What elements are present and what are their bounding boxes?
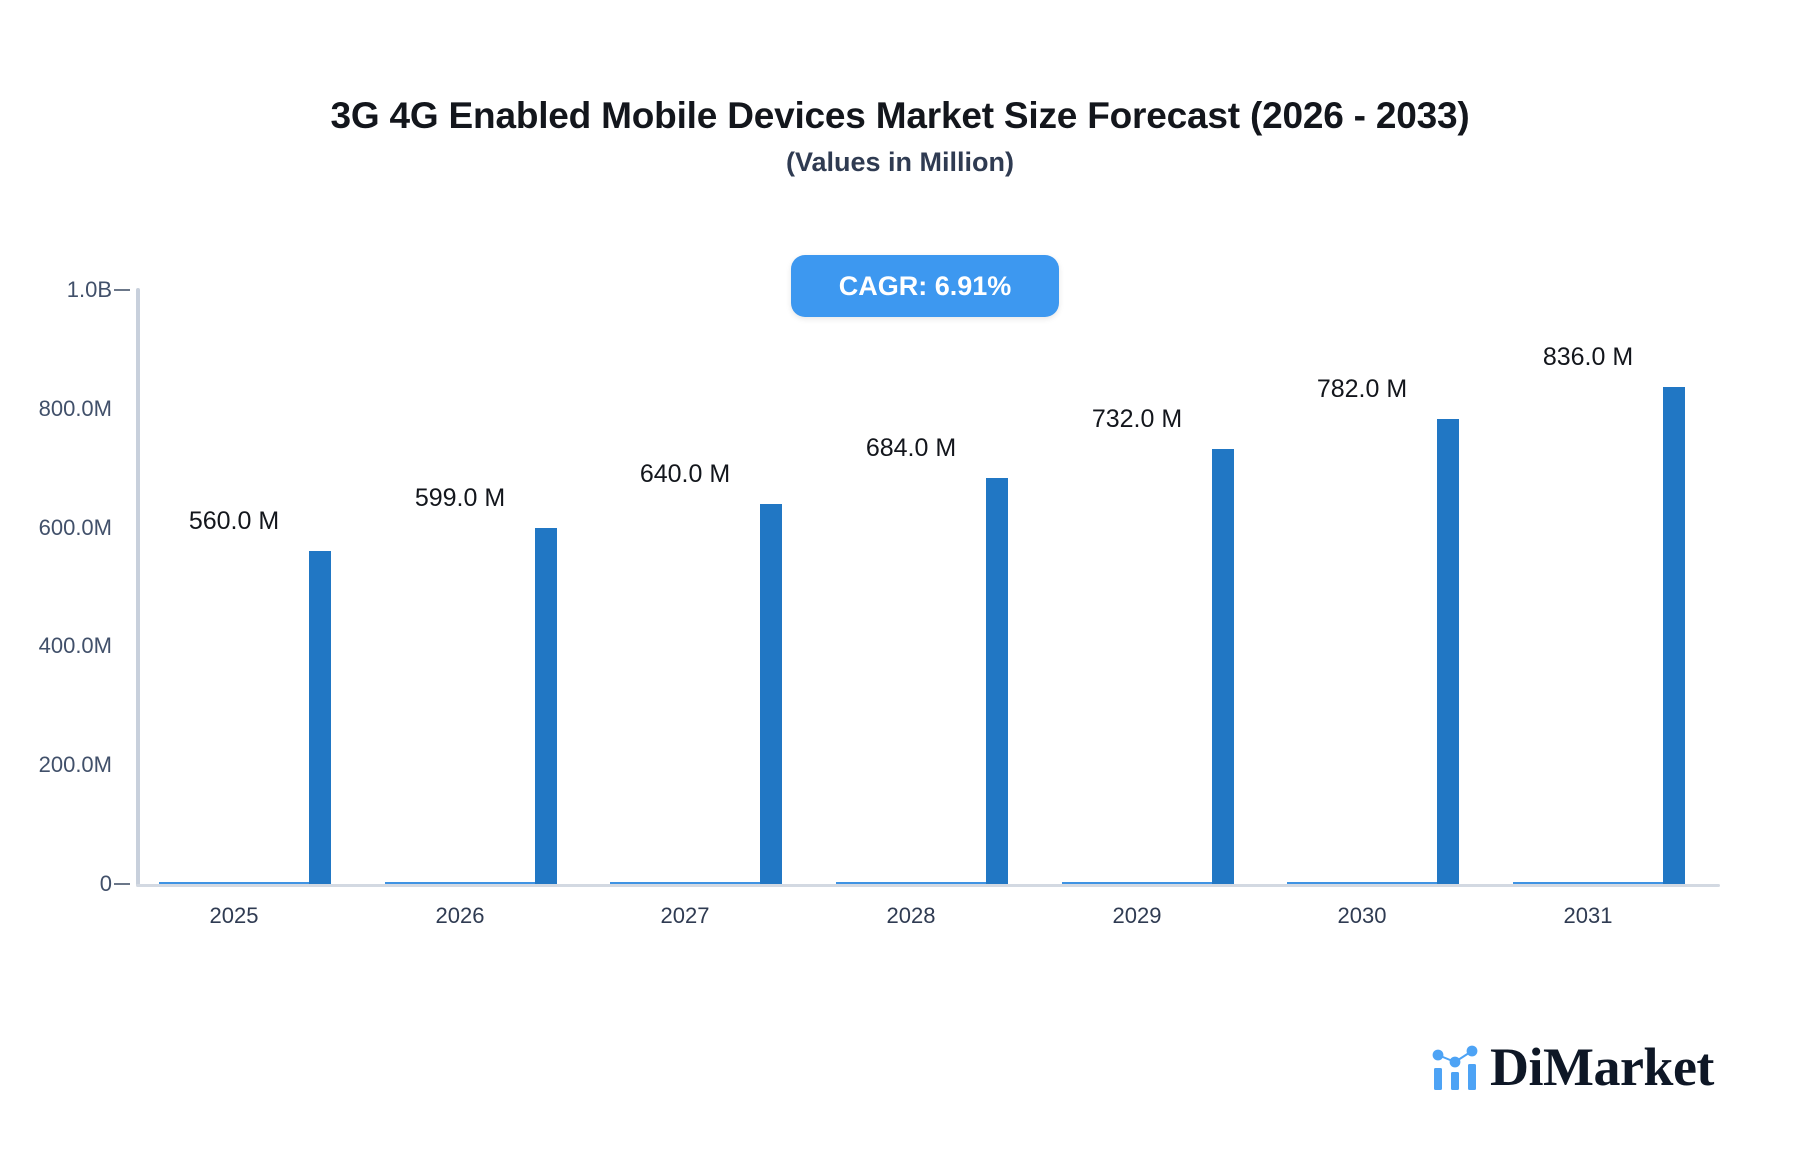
- bar-top-face: [309, 551, 331, 566]
- x-axis-tick-label: 2030: [1337, 903, 1387, 928]
- dimarket-logo: DiMarket: [1432, 1040, 1714, 1094]
- y-axis-tick-label: 200.0M: [38, 752, 112, 778]
- bar-2028[interactable]: [836, 477, 1008, 884]
- bar-front-face: [610, 881, 760, 884]
- y-axis-tick-label: 1.0B: [66, 277, 112, 302]
- bar-value-label: 836.0 M: [1542, 343, 1634, 372]
- bar-top-face: [1437, 419, 1459, 434]
- bar-2027[interactable]: [610, 503, 782, 884]
- logo-text: DiMarket: [1490, 1037, 1714, 1097]
- bar-value-label: 560.0 M: [188, 507, 280, 536]
- x-axis-tick-label: 2029: [1112, 903, 1162, 928]
- bar-2030[interactable]: [1287, 419, 1459, 884]
- bar-value-label: 732.0 M: [1091, 405, 1183, 434]
- bar-2025[interactable]: [159, 551, 331, 884]
- bar-side-face: [1212, 462, 1234, 884]
- bar-value-label: 782.0 M: [1316, 375, 1408, 404]
- bar-2026[interactable]: [385, 528, 557, 884]
- y-axis-labels: 0 200.0M 400.0M 600.0M 800.0M 1.0B: [0, 0, 112, 1156]
- bar-front-face: [1513, 881, 1663, 884]
- bar-side-face: [1437, 432, 1459, 884]
- bar-top-face: [1212, 449, 1234, 464]
- bar-chart-dots-icon: [1432, 1045, 1478, 1090]
- x-axis-tick-label: 2031: [1563, 903, 1613, 928]
- y-axis-tick-label: 600.0M: [38, 514, 112, 540]
- bar-front-face: [836, 881, 986, 884]
- y-axis-tick-label: 0: [99, 871, 112, 896]
- y-axis-tick: [114, 883, 130, 885]
- bar-front-face: [159, 881, 309, 884]
- chart-subtitle: (Values in Million): [785, 147, 1015, 177]
- bar-front-face: [385, 881, 535, 884]
- bar-value-label: 599.0 M: [414, 484, 506, 513]
- y-axis-tick-label: 800.0M: [38, 395, 112, 421]
- bar-front-face: [1062, 881, 1212, 884]
- bar-side-face: [1663, 400, 1685, 884]
- bar-value-label: 640.0 M: [639, 459, 731, 488]
- bar-top-face: [1663, 387, 1685, 402]
- bar-top-face: [986, 477, 1008, 492]
- x-axis-tick-label: 2026: [435, 903, 485, 928]
- bar-front-face: [1287, 881, 1437, 884]
- bar-2031[interactable]: [1513, 387, 1685, 884]
- bar-side-face: [986, 490, 1008, 884]
- bar-side-face: [760, 516, 782, 884]
- x-axis-tick-label: 2027: [660, 903, 710, 928]
- x-axis-tick-label: 2025: [209, 903, 259, 928]
- bar-top-face: [535, 528, 557, 543]
- x-axis-line: [136, 884, 1720, 887]
- y-axis-tick-label: 400.0M: [38, 633, 112, 659]
- chart-title: 3G 4G Enabled Mobile Devices Market Size…: [330, 95, 1470, 136]
- bar-side-face: [535, 541, 557, 884]
- bar-2029[interactable]: [1062, 449, 1234, 884]
- x-axis-tick-label: 2028: [886, 903, 936, 928]
- y-axis-tick: [114, 289, 130, 291]
- bar-top-face: [760, 503, 782, 518]
- bar-value-label: 684.0 M: [865, 433, 957, 462]
- bar-side-face: [309, 564, 331, 884]
- y-axis-line: [136, 288, 140, 886]
- cagr-badge: CAGR: 6.91%: [791, 255, 1059, 317]
